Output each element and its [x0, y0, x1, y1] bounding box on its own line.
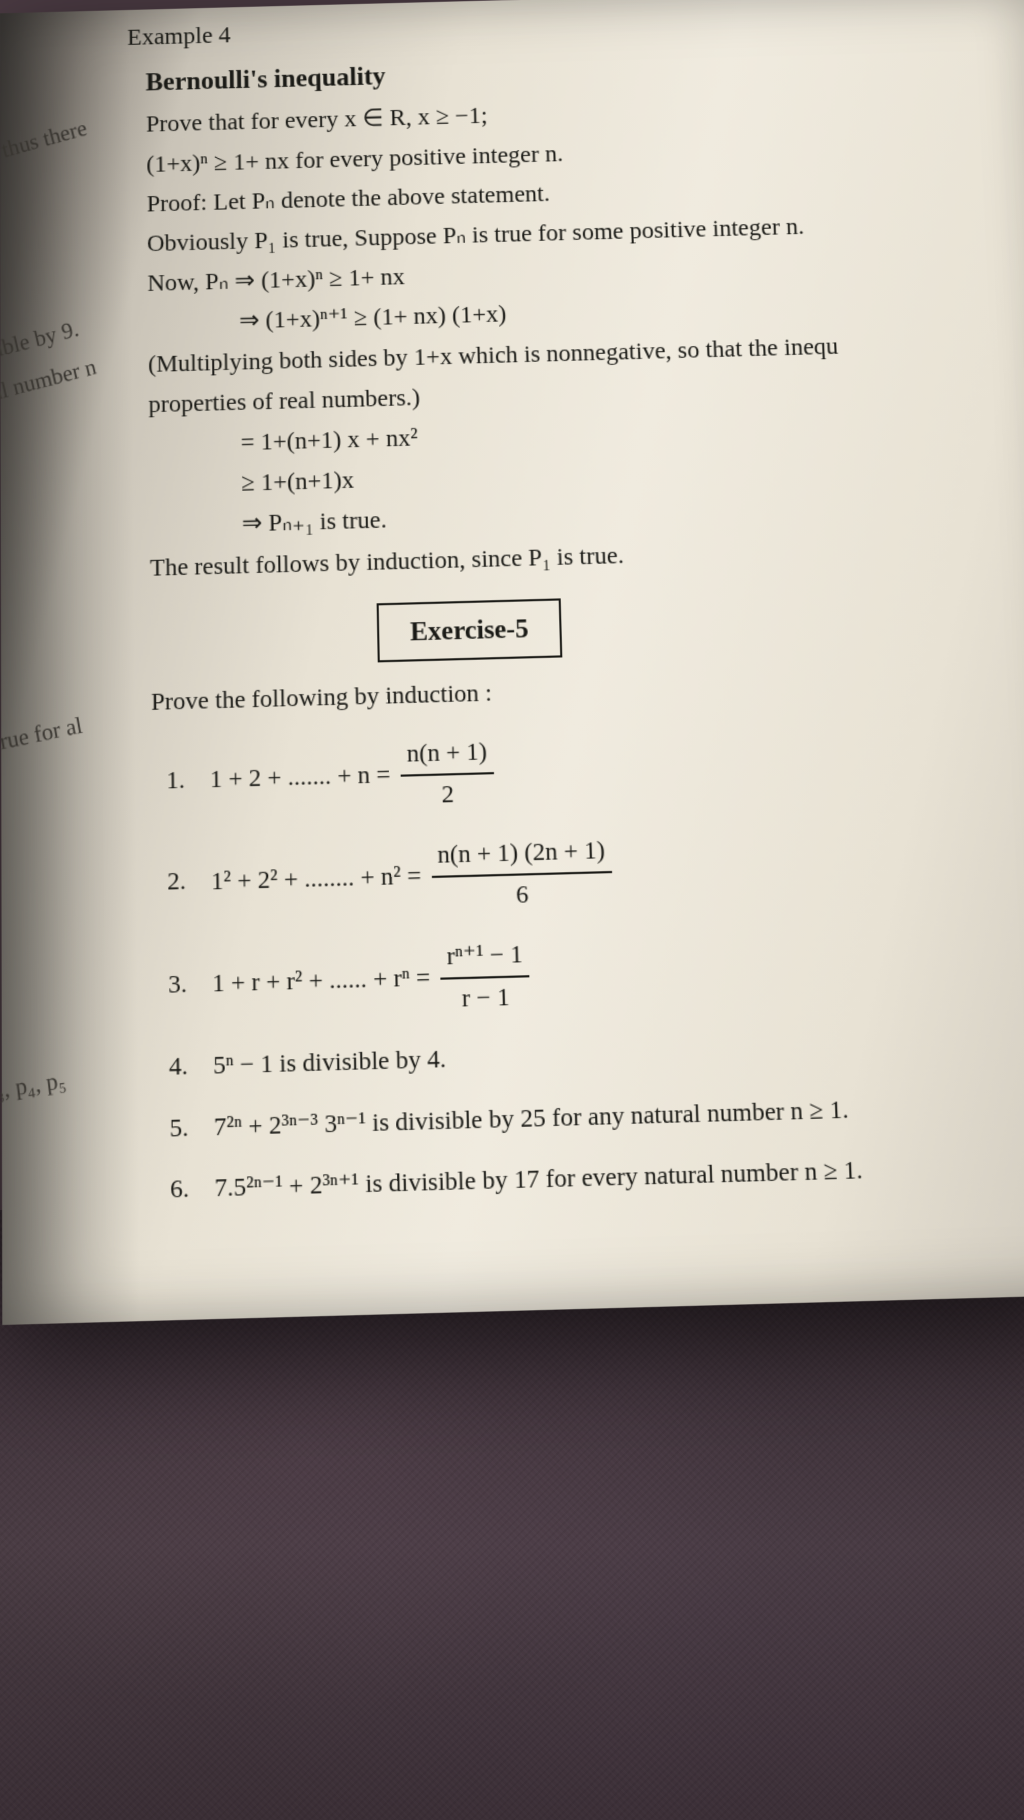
problem-5-num: 5.: [169, 1107, 207, 1149]
problem-3-frac: rⁿ⁺¹ − 1 r − 1: [440, 935, 531, 1021]
exercise-instruction: Prove the following by induction :: [151, 659, 1024, 723]
problem-3-num: 3.: [168, 964, 206, 1006]
margin-cut-5: ₃, p₄, p₅: [0, 1066, 67, 1105]
problem-2-num: 2.: [167, 862, 205, 903]
problem-1-frac: n(n + 1) 2: [400, 733, 495, 817]
problem-1-frac-bot: 2: [401, 775, 495, 817]
problem-2: 2. 1² + 2² + ........ + n² = n(n + 1) (2…: [167, 819, 1024, 926]
book-page: , thus there ible by 9. al number n true…: [0, 0, 1024, 1325]
problem-2-lhs: 1² + 2² + ........ + n² =: [211, 861, 422, 895]
problem-4-num: 4.: [169, 1047, 207, 1089]
problem-2-frac-bot: 6: [432, 873, 613, 918]
problem-1-lhs: 1 + 2 + ....... + n =: [210, 761, 391, 794]
problem-3-lhs: 1 + r + r² + ...... + rⁿ =: [212, 963, 431, 997]
problem-4: 4. 5ⁿ − 1 is divisible by 4.: [169, 1023, 1024, 1088]
problem-3-frac-bot: r − 1: [441, 978, 531, 1021]
margin-cut-4: true for al: [0, 711, 84, 757]
problem-6-num: 6.: [170, 1168, 208, 1210]
problem-4-text: 5ⁿ − 1 is divisible by 4.: [213, 1046, 446, 1081]
margin-cut-1: , thus there: [0, 115, 90, 166]
problem-5: 5. 7²ⁿ + 2³ⁿ⁻³ 3ⁿ⁻¹ is divisible by 25 f…: [169, 1084, 1024, 1150]
problem-5-text: 7²ⁿ + 2³ⁿ⁻³ 3ⁿ⁻¹ is divisible by 25 for …: [214, 1095, 849, 1141]
problem-6-text: 7.5²ⁿ⁻¹ + 2³ⁿ⁺¹ is divisible by 17 for e…: [214, 1156, 863, 1203]
problem-3-frac-top: rⁿ⁺¹ − 1: [440, 935, 530, 980]
problem-3: 3. 1 + r + r² + ...... + rⁿ = rⁿ⁺¹ − 1 r…: [168, 920, 1024, 1028]
exercise-box: Exercise-5: [377, 598, 563, 662]
problem-1-frac-top: n(n + 1): [400, 733, 494, 777]
page-content: Example 4 Bernoulli's inequality Prove t…: [145, 0, 1024, 1231]
problem-1: 1. 1 + 2 + ....... + n = n(n + 1) 2: [166, 718, 1024, 824]
problem-2-frac-top: n(n + 1) (2n + 1): [431, 831, 612, 878]
problem-2-frac: n(n + 1) (2n + 1) 6: [431, 831, 613, 918]
problem-1-num: 1.: [166, 761, 204, 802]
margin-cut-2: ible by 9.: [0, 315, 81, 362]
margin-cut-3: al number n: [0, 353, 99, 406]
problem-6: 6. 7.5²ⁿ⁻¹ + 2³ⁿ⁺¹ is divisible by 17 fo…: [170, 1145, 1024, 1211]
